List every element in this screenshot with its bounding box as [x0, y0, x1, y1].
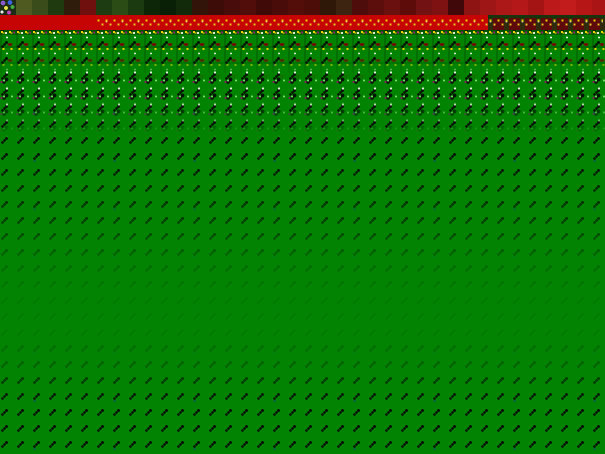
glitch-green-field — [0, 30, 605, 454]
glitch-macroblock — [480, 0, 496, 15]
glitch-macroblock — [592, 0, 605, 15]
glitch-macroblock — [352, 0, 368, 15]
glitch-macroblock — [544, 0, 560, 15]
glitch-macroblock — [192, 0, 208, 15]
glitch-top-noise-strip — [0, 0, 605, 15]
glitch-macroblock — [400, 0, 416, 15]
glitch-macroblock — [112, 0, 128, 15]
glitch-macroblock — [432, 0, 448, 15]
glitch-boundary-dot-row — [0, 30, 605, 35]
glitch-accent-mottle-band — [0, 30, 605, 78]
glitch-macroblock — [240, 0, 256, 15]
glitch-macroblock — [32, 0, 48, 15]
glitch-macroblock — [304, 0, 320, 15]
glitch-macroblock — [560, 0, 576, 15]
glitch-macroblock — [48, 0, 64, 15]
glitch-macroblock — [528, 0, 544, 15]
glitch-macroblock — [80, 0, 96, 15]
glitch-accent-dot-rows — [0, 70, 605, 142]
glitch-macroblock — [320, 0, 336, 15]
glitch-macroblock — [64, 0, 80, 15]
glitch-noise-block — [0, 0, 16, 15]
glitch-red-band-dot-row — [96, 18, 603, 29]
glitch-macroblock — [160, 0, 176, 15]
glitch-macroblock — [256, 0, 272, 15]
glitch-macroblock — [288, 0, 304, 15]
glitch-macroblock — [368, 0, 384, 15]
glitch-macroblock — [576, 0, 592, 15]
glitch-macroblock — [464, 0, 480, 15]
glitch-macroblock — [272, 0, 288, 15]
glitch-macroblock — [496, 0, 512, 15]
glitch-macroblock — [208, 0, 224, 15]
glitch-macroblock — [512, 0, 528, 15]
glitch-macroblock — [384, 0, 400, 15]
glitch-macroblock — [224, 0, 240, 15]
glitch-macroblock — [144, 0, 160, 15]
glitch-macroblock — [96, 0, 112, 15]
glitch-macroblock — [176, 0, 192, 15]
glitch-macroblock — [336, 0, 352, 15]
glitch-macroblock — [16, 0, 32, 15]
glitch-macroblock — [448, 0, 464, 15]
glitch-red-band — [0, 15, 605, 30]
glitch-macroblock — [416, 0, 432, 15]
glitch-macroblock — [128, 0, 144, 15]
